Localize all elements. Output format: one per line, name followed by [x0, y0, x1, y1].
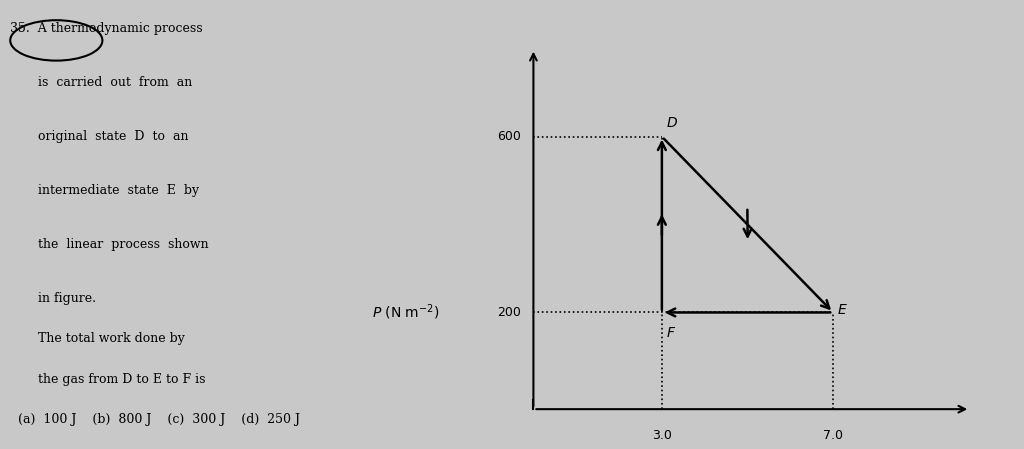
- Text: original  state  D  to  an: original state D to an: [10, 130, 188, 143]
- Text: 200: 200: [497, 306, 520, 319]
- Text: the gas from D to E to F is: the gas from D to E to F is: [10, 373, 206, 386]
- Text: 7.0: 7.0: [823, 429, 843, 442]
- Text: The total work done by: The total work done by: [10, 332, 185, 345]
- Text: 600: 600: [497, 130, 520, 143]
- Text: intermediate  state  E  by: intermediate state E by: [10, 184, 200, 197]
- Text: in figure.: in figure.: [10, 292, 96, 305]
- Text: $V$ (m$^3$)$\rightarrow$: $V$ (m$^3$)$\rightarrow$: [897, 448, 958, 449]
- Text: (a)  100 J    (b)  800 J    (c)  300 J    (d)  250 J: (a) 100 J (b) 800 J (c) 300 J (d) 250 J: [10, 413, 300, 426]
- Text: $P$ (N m$^{-2}$): $P$ (N m$^{-2}$): [372, 303, 439, 322]
- Text: the  linear  process  shown: the linear process shown: [10, 238, 209, 251]
- Text: F: F: [667, 326, 675, 339]
- Text: D: D: [667, 116, 677, 130]
- Text: E: E: [838, 303, 846, 317]
- Text: is  carried  out  from  an: is carried out from an: [10, 76, 193, 89]
- Text: 35.  A thermodynamic process: 35. A thermodynamic process: [10, 22, 203, 35]
- Text: 3.0: 3.0: [652, 429, 672, 442]
